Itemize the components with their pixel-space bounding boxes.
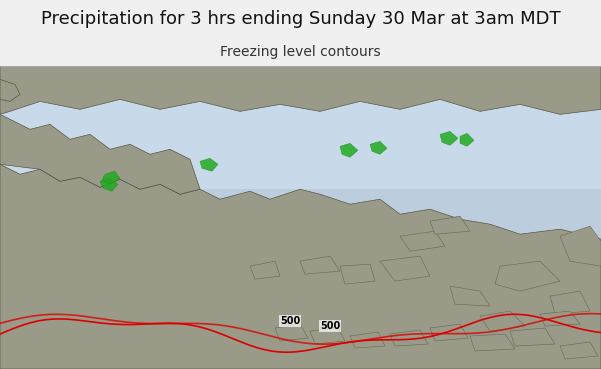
- Polygon shape: [495, 261, 560, 291]
- Polygon shape: [0, 114, 200, 194]
- Text: 500: 500: [280, 316, 300, 326]
- Polygon shape: [102, 171, 120, 184]
- Polygon shape: [430, 216, 470, 234]
- Polygon shape: [480, 311, 525, 331]
- Polygon shape: [310, 328, 345, 344]
- Polygon shape: [275, 324, 308, 341]
- Polygon shape: [100, 178, 118, 191]
- Polygon shape: [300, 256, 340, 274]
- Polygon shape: [390, 330, 428, 346]
- Polygon shape: [560, 226, 601, 266]
- Polygon shape: [560, 342, 598, 359]
- Polygon shape: [400, 231, 445, 251]
- Polygon shape: [380, 256, 430, 281]
- Polygon shape: [250, 261, 280, 279]
- Polygon shape: [430, 324, 468, 341]
- Polygon shape: [200, 158, 218, 171]
- Polygon shape: [540, 311, 580, 326]
- Polygon shape: [0, 66, 601, 114]
- Text: Precipitation for 3 hrs ending Sunday 30 Mar at 3am MDT: Precipitation for 3 hrs ending Sunday 30…: [41, 10, 560, 28]
- Text: 500: 500: [320, 321, 340, 331]
- Polygon shape: [550, 291, 590, 314]
- Polygon shape: [340, 264, 375, 284]
- Polygon shape: [0, 164, 601, 369]
- Polygon shape: [510, 328, 555, 346]
- Text: Freezing level contours: Freezing level contours: [220, 45, 381, 59]
- Polygon shape: [450, 286, 490, 306]
- Polygon shape: [470, 334, 515, 351]
- Polygon shape: [350, 332, 385, 348]
- Bar: [0, 66, 601, 68]
- Polygon shape: [0, 79, 20, 101]
- Bar: [0, 66, 601, 189]
- Polygon shape: [370, 141, 387, 154]
- Polygon shape: [460, 133, 474, 146]
- Polygon shape: [440, 131, 458, 145]
- Polygon shape: [340, 143, 358, 157]
